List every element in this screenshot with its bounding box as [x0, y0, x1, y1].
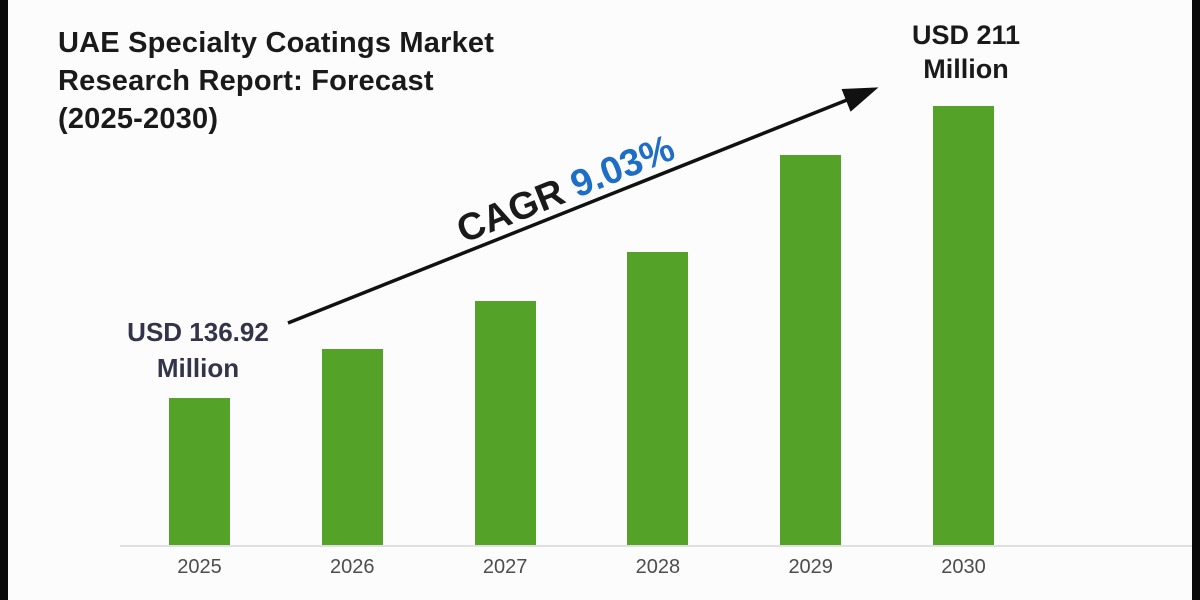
bar-2029 [780, 155, 842, 545]
x-axis-label-2030: 2030 [941, 556, 986, 578]
x-axis-line [120, 545, 1192, 547]
bar-2028 [627, 252, 689, 545]
left-letterbox-bar [0, 0, 8, 600]
start-value-line-2: Million [156, 353, 240, 383]
start-value-label: USD 136.92 Million [127, 314, 269, 386]
chart-title: UAE Specialty Coatings Market Research R… [58, 24, 494, 138]
end-value-line-2: Million [923, 54, 1009, 84]
end-value-line-1: USD 211 [911, 20, 1021, 50]
x-axis-label-2027: 2027 [482, 556, 528, 578]
right-letterbox-bar [1192, 0, 1200, 600]
end-value-label: USD 211 Million [912, 18, 1020, 86]
start-value-line-1: USD 136.92 [127, 317, 269, 347]
chart-title-line-1: UAE Specialty Coatings Market [58, 27, 495, 59]
bar-2025 [169, 398, 230, 545]
bar-2027 [474, 301, 536, 545]
x-axis-label-2029: 2029 [788, 556, 833, 578]
bar-2026 [321, 349, 383, 545]
chart-title-line-3: (2025-2030) [58, 103, 219, 135]
x-axis-label-2028: 2028 [635, 556, 681, 578]
bar-2030 [933, 106, 994, 545]
x-axis-label-2025: 2025 [177, 556, 222, 578]
x-axis-label-2026: 2026 [330, 556, 375, 578]
